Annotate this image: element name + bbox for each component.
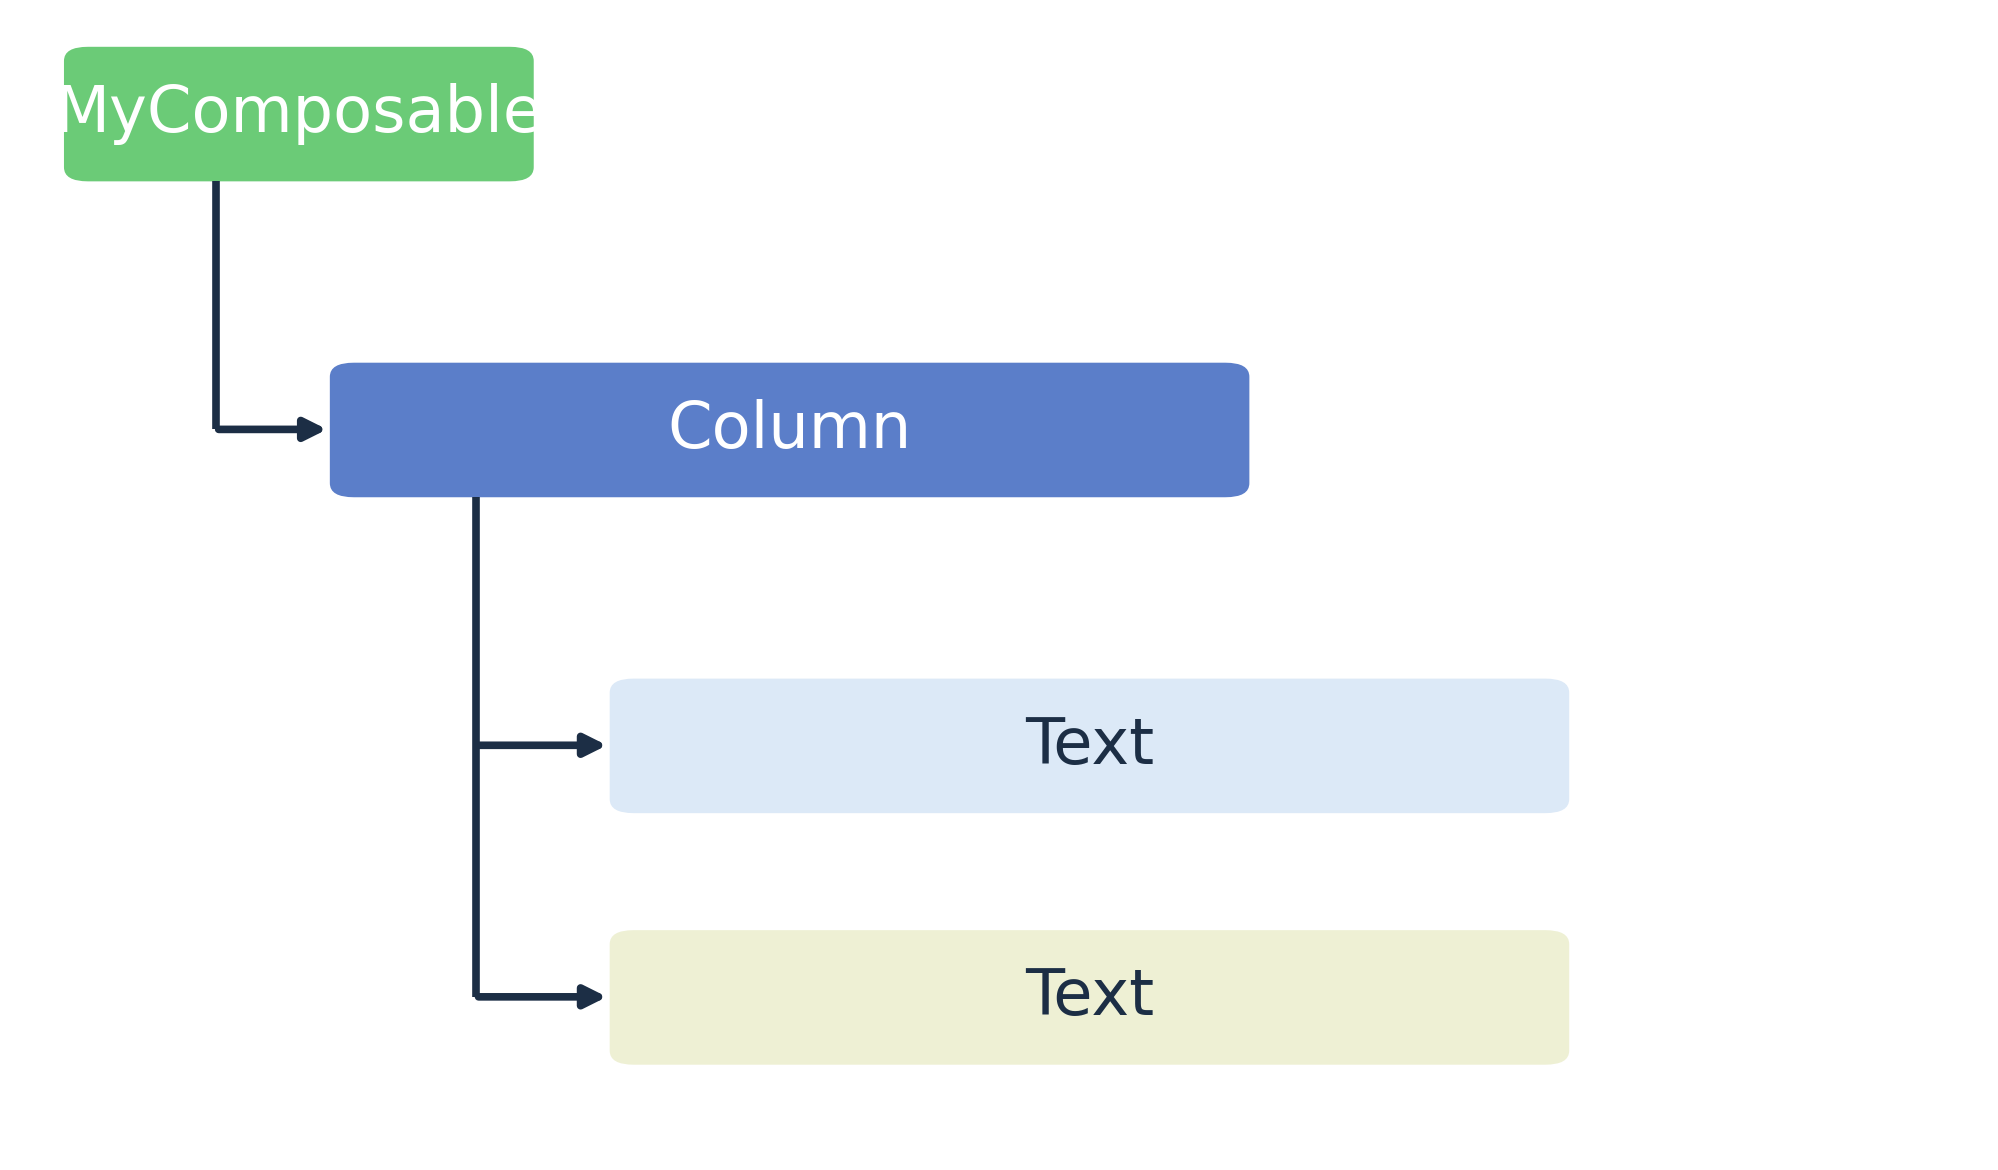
FancyBboxPatch shape <box>64 47 533 181</box>
FancyBboxPatch shape <box>609 930 1568 1065</box>
FancyBboxPatch shape <box>330 363 1249 497</box>
Text: Text: Text <box>1025 966 1153 1028</box>
Text: Text: Text <box>1025 715 1153 777</box>
Text: MyComposable: MyComposable <box>54 83 543 145</box>
FancyBboxPatch shape <box>609 679 1568 813</box>
Text: Column: Column <box>667 399 911 461</box>
